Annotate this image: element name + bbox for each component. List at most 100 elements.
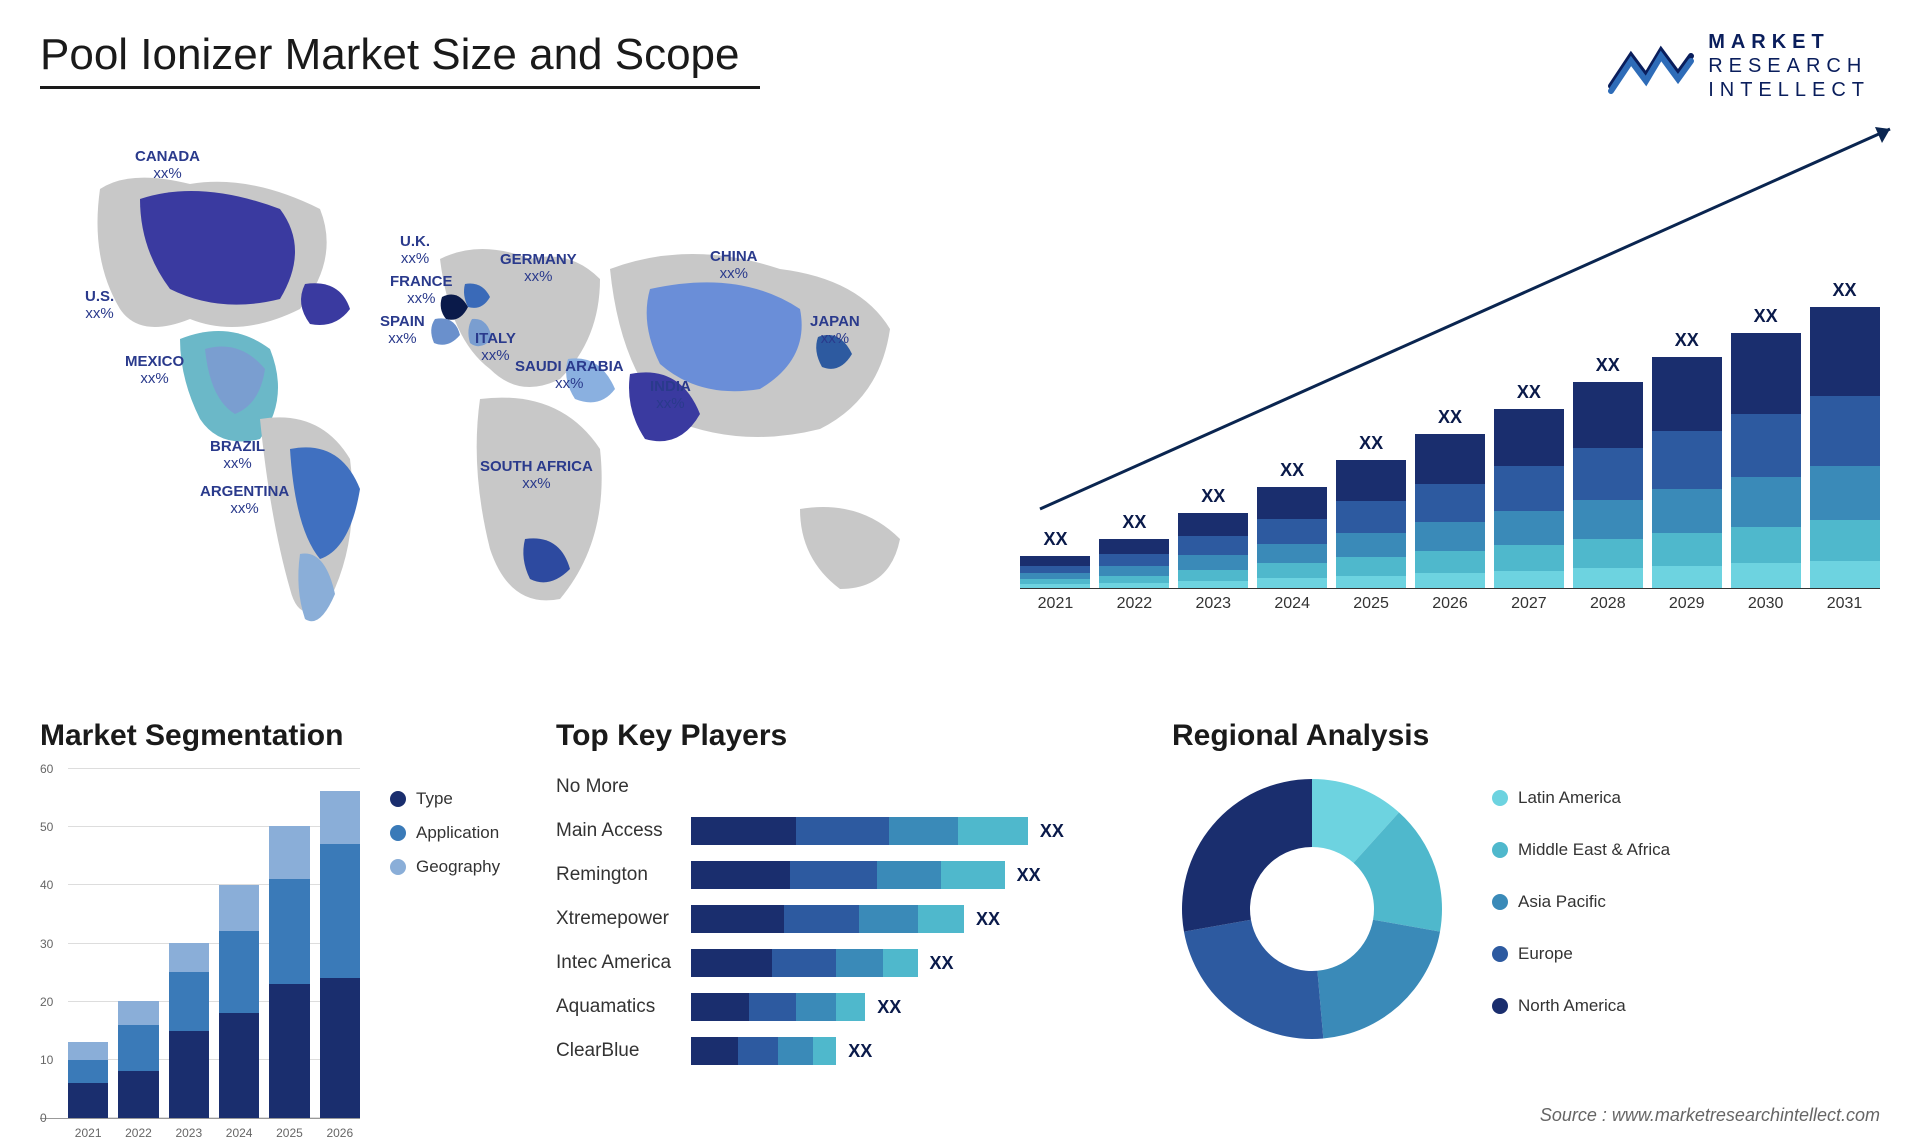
donut-slice (1317, 920, 1440, 1039)
bar-segment (1652, 431, 1722, 489)
logo-line3: INTELLECT (1708, 78, 1870, 102)
kp-label: Xtremepower (556, 905, 671, 933)
bar-segment (1099, 576, 1169, 583)
bar-value-label: XX (1359, 433, 1383, 454)
legend-label: Geography (416, 857, 500, 877)
bar-segment (1178, 536, 1248, 554)
bar-year-label: 2027 (1494, 595, 1564, 613)
bar-segment (320, 844, 360, 978)
legend-label: Asia Pacific (1518, 892, 1606, 912)
kp-label: ClearBlue (556, 1037, 671, 1065)
map-label: U.K.xx% (400, 234, 430, 267)
bar-segment (219, 1013, 259, 1118)
bar-segment (1573, 500, 1643, 539)
bar-segment (691, 861, 790, 889)
bar-year-label: 2024 (1257, 595, 1327, 613)
bar-value-label: XX (877, 997, 901, 1018)
bar-segment (1494, 409, 1564, 467)
page-title: Pool Ionizer Market Size and Scope (40, 30, 1880, 80)
bar-segment (118, 1071, 158, 1118)
bar-segment (1020, 584, 1090, 588)
bar-year-label: 2023 (1178, 595, 1248, 613)
map-label: SOUTH AFRICAxx% (480, 459, 593, 492)
bar-year-label: 2030 (1731, 595, 1801, 613)
bar-segment (1731, 333, 1801, 414)
bar-segment (1573, 382, 1643, 448)
map-label: INDIAxx% (650, 379, 691, 412)
legend-dot-icon (1492, 998, 1508, 1014)
seg-bar: 2023 (169, 943, 209, 1118)
map-label: CHINAxx% (710, 249, 758, 282)
bar-segment (1336, 557, 1406, 575)
legend-label: Europe (1518, 944, 1573, 964)
bar-segment (1652, 533, 1722, 566)
axis-tick: 0 (40, 1111, 47, 1125)
keyplayers-title: Top Key Players (556, 719, 1136, 753)
bar-segment (1494, 466, 1564, 510)
kp-label: Main Access (556, 817, 671, 845)
legend-dot-icon (1492, 894, 1508, 910)
bar-segment (1573, 568, 1643, 588)
bar-segment (1494, 511, 1564, 545)
map-label: BRAZILxx% (210, 439, 265, 472)
map-label: U.S.xx% (85, 289, 114, 322)
logo: MARKET RESEARCH INTELLECT (1606, 30, 1870, 102)
bar-segment (889, 817, 959, 845)
legend-label: Type (416, 789, 453, 809)
axis-tick: 20 (40, 995, 53, 1009)
bar-segment (1810, 396, 1880, 466)
bar-segment (918, 905, 964, 933)
map-label: ARGENTINAxx% (200, 484, 289, 517)
bar-segment (1257, 519, 1327, 544)
seg-bar: 2022 (118, 1001, 158, 1118)
bar-year-label: 2022 (1099, 595, 1169, 613)
growth-bar: XX (1652, 330, 1722, 588)
growth-chart: XXXXXXXXXXXXXXXXXXXXXX 20212022202320242… (1020, 119, 1880, 679)
bar-segment (68, 1060, 108, 1083)
kp-label: Aquamatics (556, 993, 671, 1021)
bar-segment (1099, 566, 1169, 576)
kp-bar-row: XX (691, 817, 1136, 845)
kp-label: Intec America (556, 949, 671, 977)
keyplayers-section: Top Key Players No MoreMain AccessReming… (556, 719, 1136, 1119)
bar-value-label: XX (1754, 306, 1778, 327)
title-underline (40, 86, 760, 89)
seg-bar: 2024 (219, 885, 259, 1118)
bar-segment (836, 949, 882, 977)
bar-year-label: 2025 (1336, 595, 1406, 613)
legend-label: North America (1518, 996, 1626, 1016)
bar-year-label: 2025 (276, 1126, 303, 1140)
bar-segment (784, 905, 859, 933)
bar-value-label: XX (976, 909, 1000, 930)
bar-segment (1415, 573, 1485, 588)
legend-dot-icon (390, 791, 406, 807)
bar-segment (778, 1037, 813, 1065)
bar-segment (1178, 581, 1248, 588)
bar-segment (1810, 307, 1880, 397)
legend-dot-icon (1492, 946, 1508, 962)
growth-bar: XX (1020, 529, 1090, 588)
axis-tick: 10 (40, 1053, 53, 1067)
kp-bar-row: XX (691, 993, 1136, 1021)
bar-year-label: 2022 (125, 1126, 152, 1140)
gridline (68, 1001, 360, 1002)
bar-segment (1810, 561, 1880, 588)
growth-bar: XX (1178, 486, 1248, 588)
bar-segment (691, 905, 784, 933)
bar-segment (1336, 533, 1406, 558)
bar-segment (118, 1025, 158, 1072)
bar-segment (219, 931, 259, 1013)
bar-segment (1731, 563, 1801, 588)
bar-value-label: XX (930, 953, 954, 974)
logo-line1: MARKET (1708, 30, 1870, 54)
growth-bar: XX (1415, 407, 1485, 588)
growth-bar: XX (1099, 512, 1169, 588)
regional-title: Regional Analysis (1172, 719, 1880, 753)
bar-segment (1020, 556, 1090, 566)
map-label: FRANCExx% (390, 274, 453, 307)
bar-segment (790, 861, 877, 889)
source-text: Source : www.marketresearchintellect.com (1540, 1105, 1880, 1126)
kp-label: Remington (556, 861, 671, 889)
bar-year-label: 2028 (1573, 595, 1643, 613)
logo-mark-icon (1606, 36, 1696, 96)
